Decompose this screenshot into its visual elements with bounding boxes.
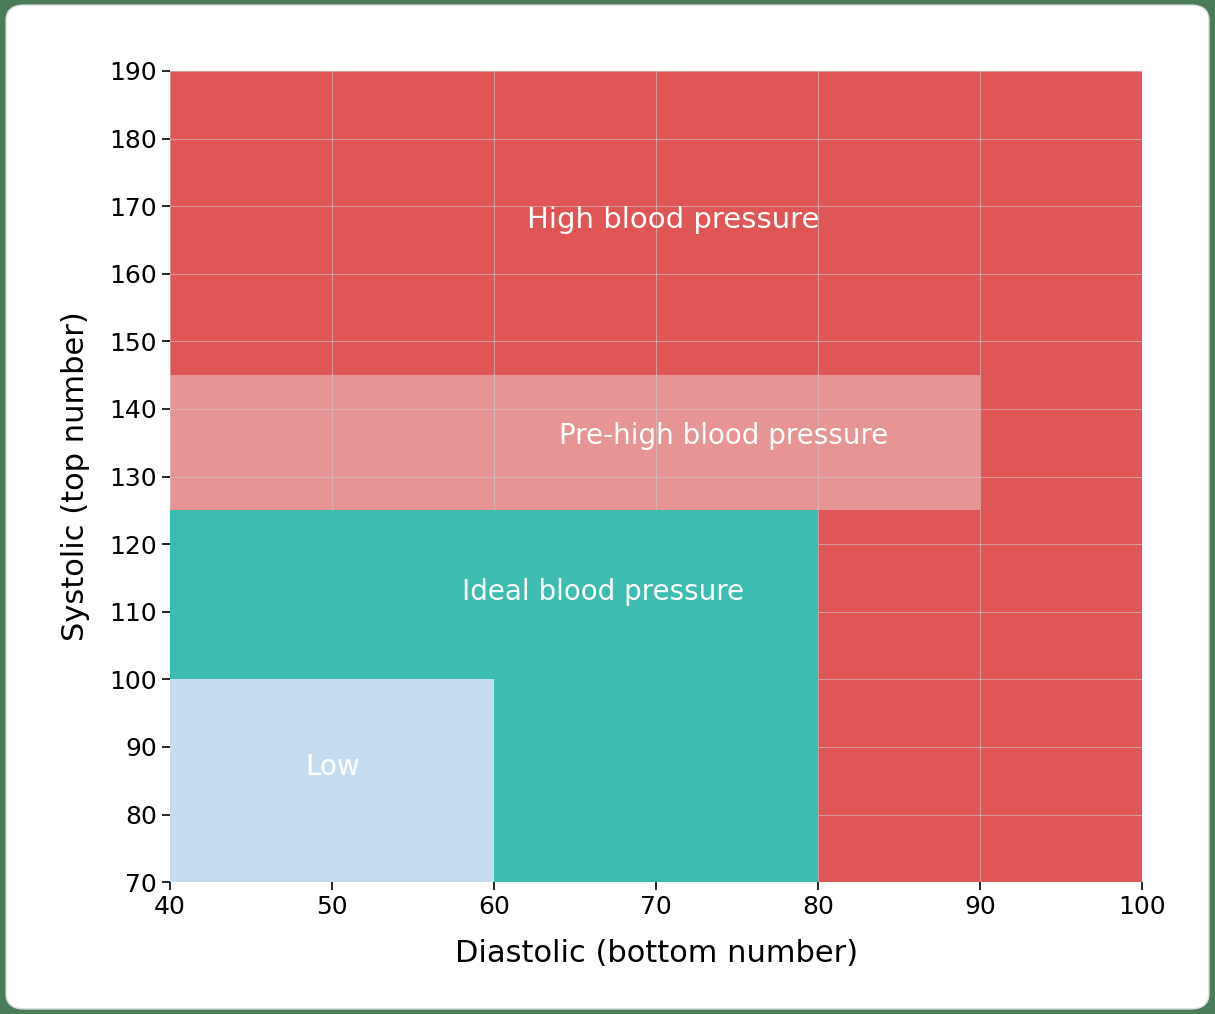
- Text: High blood pressure: High blood pressure: [526, 206, 819, 233]
- Y-axis label: Systolic (top number): Systolic (top number): [61, 311, 90, 642]
- Text: Ideal blood pressure: Ideal blood pressure: [462, 578, 744, 605]
- Bar: [170, 679, 495, 882]
- FancyBboxPatch shape: [6, 5, 1209, 1009]
- X-axis label: Diastolic (bottom number): Diastolic (bottom number): [454, 939, 858, 967]
- Text: Pre-high blood pressure: Pre-high blood pressure: [559, 422, 888, 450]
- Text: Low: Low: [305, 753, 360, 781]
- Bar: [170, 510, 818, 882]
- Bar: [170, 375, 981, 510]
